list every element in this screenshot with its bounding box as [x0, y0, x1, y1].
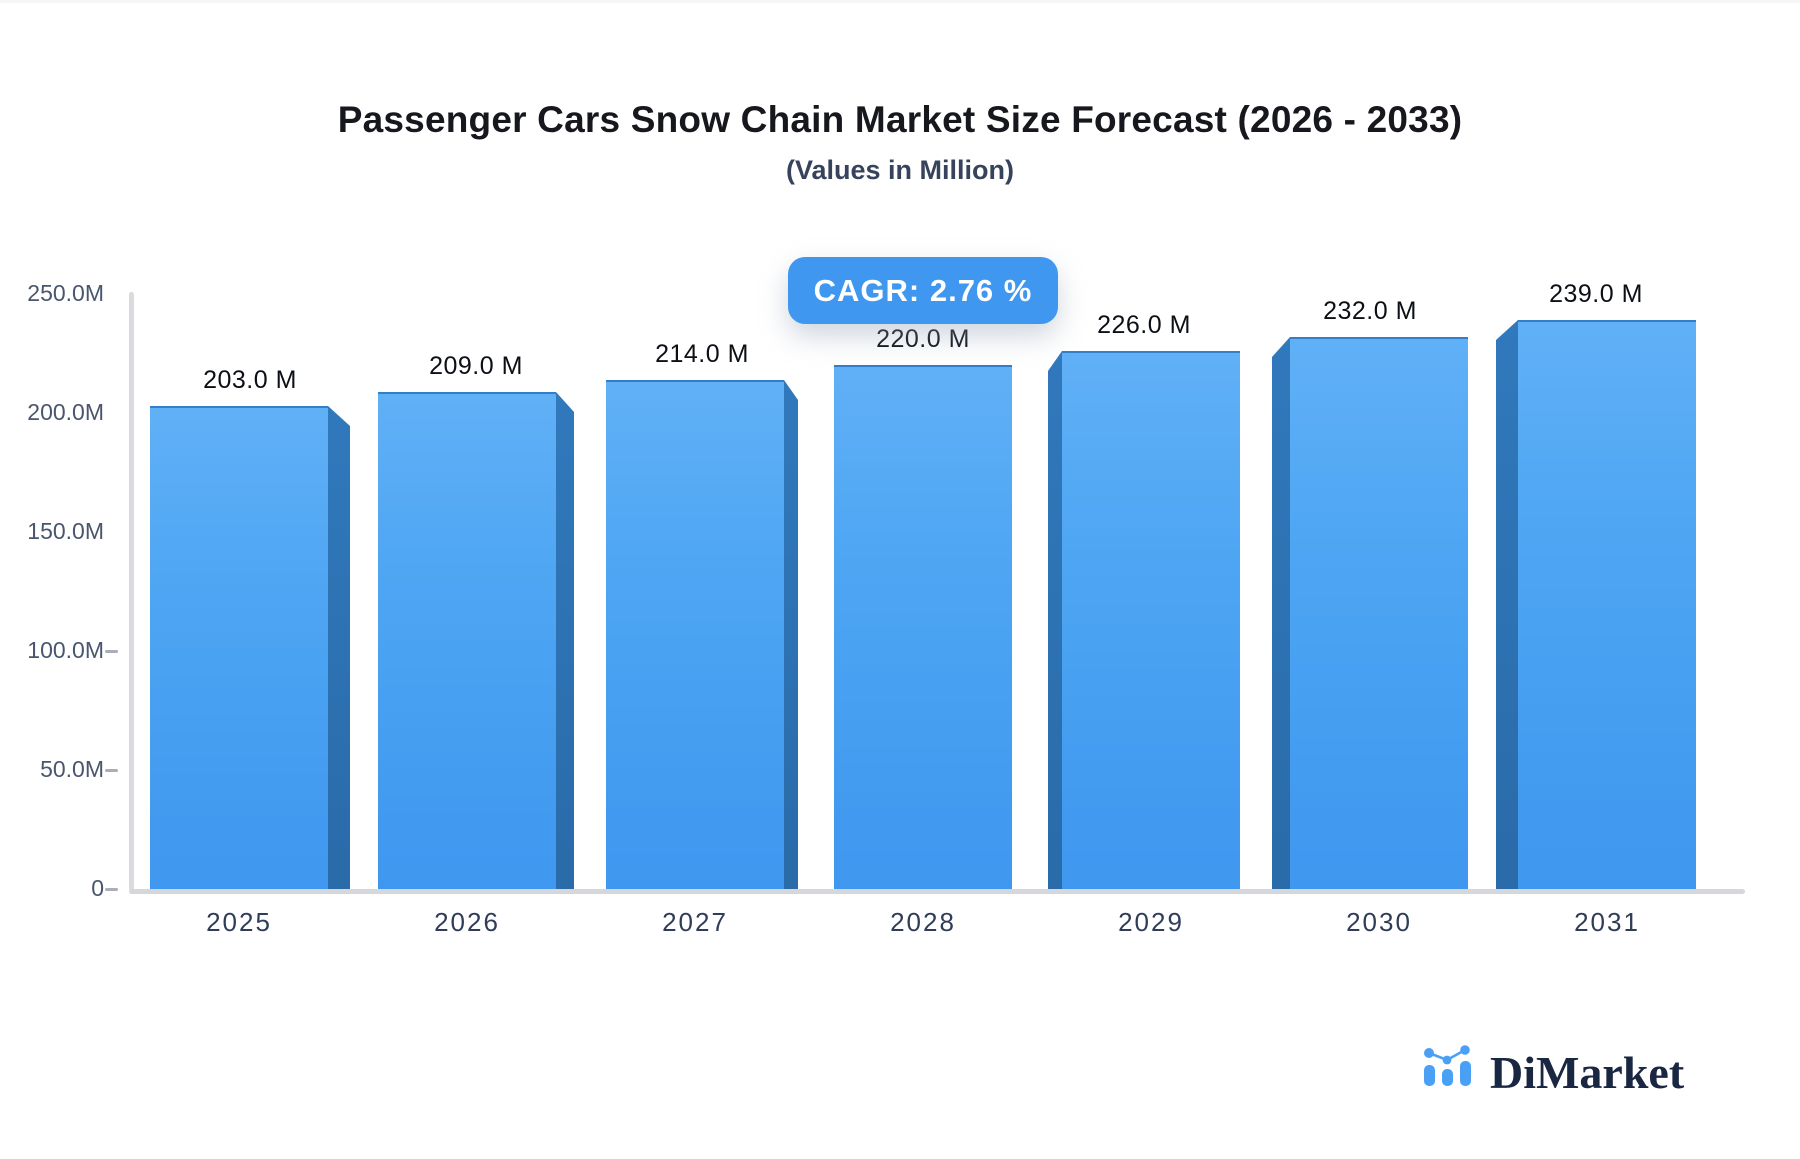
- bar-chart: 250.0M 200.0M 150.0M 100.0M 50.0M 0 203.0 M 20…: [0, 3, 1800, 1159]
- chart-header: Passenger Cars Snow Chain Market Size Fo…: [60, 99, 1740, 186]
- y-tick-mark: [105, 888, 118, 891]
- y-tick-mark: [105, 769, 118, 772]
- y-tick-mark: [105, 650, 118, 653]
- bar-value-label: 239.0 M: [1549, 280, 1643, 308]
- y-tick-label: 200.0M: [27, 399, 104, 425]
- bar-2026: [378, 392, 574, 889]
- bar-side-panel: [784, 380, 798, 889]
- x-axis-category-label: 2029: [1118, 907, 1184, 937]
- bar-side-panel: [1496, 320, 1518, 889]
- bar-2030: [1272, 337, 1468, 889]
- x-axis-category-label: 2030: [1346, 907, 1412, 937]
- x-axis-category-label: 2028: [890, 907, 956, 937]
- y-tick-label: 150.0M: [27, 518, 104, 544]
- bar-face: [1062, 351, 1240, 889]
- chart-title: Passenger Cars Snow Chain Market Size Fo…: [337, 99, 1463, 140]
- logo-text: DiMarket: [1490, 1047, 1685, 1098]
- bar-face: [1290, 337, 1468, 889]
- bar-2027: [606, 380, 798, 889]
- bar-side-panel: [328, 406, 350, 889]
- x-axis-category-label: 2027: [662, 907, 728, 937]
- x-axis-category-label: 2026: [434, 907, 500, 937]
- bar-side-panel: [1272, 337, 1290, 889]
- bar-value-label: 220.0 M: [876, 325, 970, 353]
- bar-side-panel: [556, 392, 574, 889]
- bar-face: [378, 392, 556, 889]
- bar-2031: [1496, 320, 1696, 889]
- bar-2028: [834, 365, 1012, 889]
- chart-subtitle: (Values in Million): [785, 155, 1015, 185]
- y-tick-label: 100.0M: [27, 637, 104, 663]
- bar-value-label: 209.0 M: [429, 352, 523, 380]
- x-axis-category-label: 2025: [206, 907, 272, 937]
- y-tick-label: 0: [91, 875, 104, 901]
- bar-2025: [150, 406, 350, 889]
- bar-face: [1518, 320, 1696, 889]
- bar-side-panel: [1048, 351, 1062, 889]
- bar-value-label: 214.0 M: [655, 340, 749, 368]
- cagr-badge: CAGR: 2.76 %: [788, 257, 1058, 324]
- mini-bar-chart-trend-icon: [1418, 1043, 1480, 1096]
- y-axis-line: [129, 292, 134, 891]
- bar-value-label: 226.0 M: [1097, 311, 1191, 339]
- bar-face: [834, 365, 1012, 889]
- bar-value-label: 232.0 M: [1323, 297, 1417, 325]
- dimarket-logo: DiMarket: [1418, 1043, 1684, 1096]
- x-axis-baseline: [129, 889, 1745, 894]
- bar-face: [606, 380, 784, 889]
- y-tick-label: 50.0M: [40, 756, 104, 782]
- y-tick-label: 250.0M: [27, 280, 104, 306]
- bar-value-label: 203.0 M: [203, 366, 297, 394]
- x-axis-category-label: 2031: [1574, 907, 1640, 937]
- bar-face: [150, 406, 328, 889]
- bar-2029: [1048, 351, 1240, 889]
